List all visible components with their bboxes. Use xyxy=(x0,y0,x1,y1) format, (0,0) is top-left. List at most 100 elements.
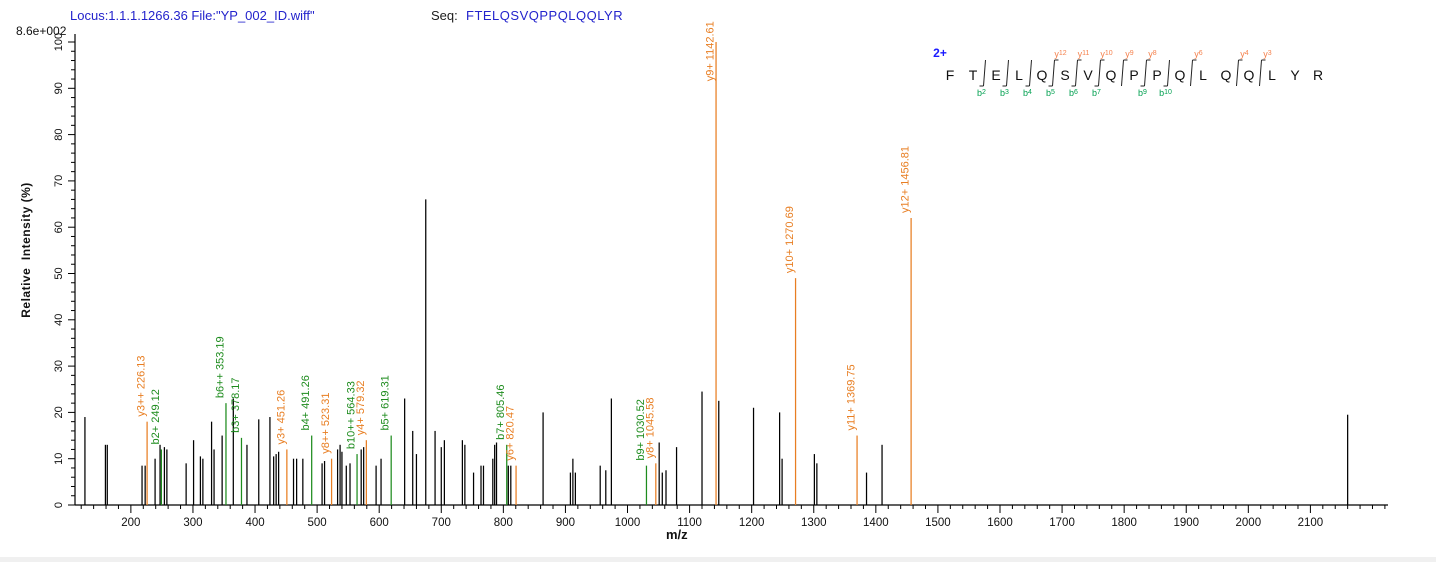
b-ion-label: b5 xyxy=(1046,88,1055,98)
b-ion-label: b9 xyxy=(1138,88,1147,98)
residue-letter: L xyxy=(1015,67,1023,83)
fragment-peak-label: b6++ 353.19 xyxy=(214,336,226,398)
x-tick-label: 1400 xyxy=(863,517,889,529)
fragment-peak-label: b10++ 564.33 xyxy=(346,381,358,449)
fragment-peak-label: y4+ 579.32 xyxy=(355,380,367,435)
residue-letter: Y xyxy=(1290,67,1300,83)
y-ion-label: y11 xyxy=(1078,49,1090,59)
y-tick-label: 70 xyxy=(53,175,65,187)
x-tick-label: 1600 xyxy=(987,517,1013,529)
y-ion-label: y6 xyxy=(1194,49,1203,59)
cleavage-mark xyxy=(1075,59,1078,87)
b-ion-label: b4 xyxy=(1023,88,1032,98)
y-axis-ticks: 0 10 20 30 40 50 60 70 80 90 100 xyxy=(53,33,75,508)
residue-letter: L xyxy=(1199,67,1207,83)
seq-label: Seq: xyxy=(431,8,458,23)
x-tick-label: 1300 xyxy=(801,517,827,529)
y-tick-label: 20 xyxy=(53,406,65,418)
residue-letter: Q xyxy=(1221,67,1232,83)
b-ion-label: b6 xyxy=(1069,88,1078,98)
y-tick-label: 100 xyxy=(53,33,65,51)
x-tick-label: 1900 xyxy=(1173,517,1199,529)
b-ion-label: b2 xyxy=(977,88,986,98)
x-tick-label: 200 xyxy=(121,517,140,529)
residue-letter: F xyxy=(946,67,955,83)
x-tick-label: 2100 xyxy=(1298,517,1324,529)
y-tick-label: 80 xyxy=(53,128,65,140)
fragment-peak-label: b4+ 491.26 xyxy=(300,375,312,430)
y-tick-label: 10 xyxy=(53,453,65,465)
x-tick-label: 600 xyxy=(370,517,389,529)
y-ion-label: y3 xyxy=(1263,49,1272,59)
locus-file-label: Locus:1.1.1.1266.36 File:"YP_002_ID.wiff… xyxy=(70,8,315,23)
residue-letter: Q xyxy=(1175,67,1186,83)
x-tick-label: 1800 xyxy=(1111,517,1137,529)
x-axis-title: m/z xyxy=(666,527,688,542)
x-tick-label: 400 xyxy=(245,517,264,529)
y-tick-label: 40 xyxy=(53,314,65,326)
cleavage-mark xyxy=(1236,59,1239,87)
precursor-charge-label: 2+ xyxy=(933,46,947,60)
x-tick-label: 500 xyxy=(308,517,327,529)
x-tick-label: 800 xyxy=(494,517,513,529)
residue-letter: P xyxy=(1129,67,1138,83)
residue-letter: T xyxy=(969,67,978,83)
b-ion-label: b10 xyxy=(1159,88,1172,98)
fragment-peak-label: y3++ 226.13 xyxy=(136,355,148,416)
fragment-peak-label: y3+ 451.26 xyxy=(275,390,287,445)
window-edge xyxy=(0,557,1436,562)
intensity-scale-label: 8.6e+002 xyxy=(16,24,67,38)
y-ion-label: y4 xyxy=(1240,49,1249,59)
x-tick-label: 1700 xyxy=(1049,517,1075,529)
fragment-peak-label: b5+ 619.31 xyxy=(380,375,392,430)
fragment-peak-label: y6+ 820.47 xyxy=(505,406,517,461)
fragment-peak-label: b7+ 805.46 xyxy=(495,384,507,439)
residue-letter: V xyxy=(1083,67,1093,83)
spectrum-peaks xyxy=(84,42,1349,505)
cleavage-mark xyxy=(1167,59,1170,87)
y-ion-label: y8 xyxy=(1148,49,1157,59)
cleavage-mark xyxy=(1259,59,1262,87)
residue-letter: Q xyxy=(1106,67,1117,83)
x-tick-label: 700 xyxy=(432,517,451,529)
fragment-peak-label: y8++ 523.31 xyxy=(320,393,332,454)
b-ion-label: b3 xyxy=(1000,88,1009,98)
residue-letter: E xyxy=(991,67,1000,83)
sequence-value: FTELQSVQPPQLQQLYR xyxy=(466,8,624,23)
y-ion-label: y9 xyxy=(1125,49,1134,59)
cleavage-mark xyxy=(1052,59,1055,87)
axes xyxy=(74,34,1388,506)
x-tick-label: 1000 xyxy=(615,517,641,529)
cleavage-mark xyxy=(1098,59,1101,87)
y-tick-label: 90 xyxy=(53,82,65,94)
x-axis-ticks: 200 300 400 500 600 700 800 900 1000 1100 1200 1300… xyxy=(80,505,1386,529)
fragment-peak-label: y9+ 1142.61 xyxy=(705,21,717,81)
x-tick-label: 1100 xyxy=(677,517,702,529)
y-tick-label: 0 xyxy=(53,502,65,508)
peptide-fragment-map: 2+F T E L Q S V Q P P Q L Q Q L Y Rb2 b3 b4y12b5y11b6y10b7… xyxy=(933,46,1323,98)
cleavage-mark xyxy=(1144,59,1147,87)
y-tick-label: 30 xyxy=(53,360,65,372)
b-ion-label: b7 xyxy=(1092,88,1101,98)
residue-letter: P xyxy=(1152,67,1161,83)
residue-letter: R xyxy=(1313,67,1323,83)
residue-letter: S xyxy=(1060,67,1069,83)
fragment-peak-label: b2+ 249.12 xyxy=(150,389,162,444)
cleavage-mark xyxy=(1121,59,1124,87)
cleavage-mark xyxy=(983,59,986,87)
x-tick-label: 1200 xyxy=(739,517,765,529)
fragment-peak-label: b9+ 1030.52 xyxy=(635,399,647,460)
x-tick-label: 2000 xyxy=(1236,517,1262,529)
cleavage-mark xyxy=(1190,59,1193,87)
y-ion-label: y12 xyxy=(1054,49,1066,59)
fragment-peak-label: y12+ 1456.81 xyxy=(900,146,912,213)
residue-letter: L xyxy=(1268,67,1276,83)
cleavage-mark xyxy=(1006,59,1009,87)
fragment-peak-label: y11+ 1369.75 xyxy=(846,364,858,430)
x-tick-label: 300 xyxy=(183,517,202,529)
fragment-peak-label: y10+ 1270.69 xyxy=(784,206,796,273)
fragment-peak-label: b3+ 378.17 xyxy=(230,377,242,432)
